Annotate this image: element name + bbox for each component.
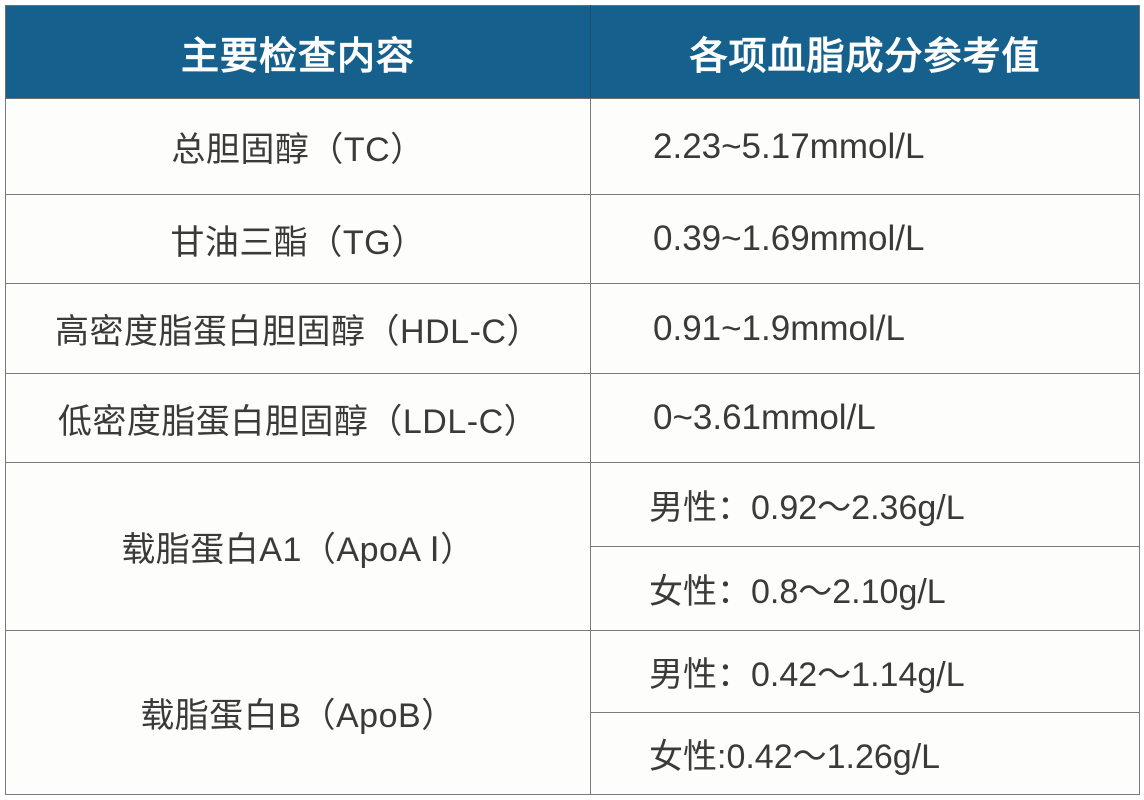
table-header: 主要检查内容 各项血脂成分参考值 [5,5,1140,99]
cell-item-name: 低密度脂蛋白胆固醇（LDL-C） [5,373,591,464]
header-cell-examination-item: 主要检查内容 [5,5,591,99]
cell-item-name: 甘油三酯（TG） [5,194,591,285]
table-row: 甘油三酯（TG） 0.39~1.69mmol/L [5,194,1140,285]
table-row: 低密度脂蛋白胆固醇（LDL-C） 0~3.61mmol/L [5,373,1140,464]
cell-reference-value-female: 女性：0.8～2.10g/L [590,546,1140,632]
blood-lipid-reference-table: 主要检查内容 各项血脂成分参考值 总胆固醇（TC） 2.23~5.17mmol/… [5,5,1140,795]
cell-item-name: 载脂蛋白A1（ApoA Ⅰ） [5,462,591,632]
cell-reference-value: 0.91~1.9mmol/L [590,283,1140,375]
cell-reference-value-male: 男性：0.92～2.36g/L [590,462,1140,548]
cell-item-name: 高密度脂蛋白胆固醇（HDL-C） [5,283,591,375]
cell-reference-value-male: 男性：0.42～1.14g/L [590,630,1140,714]
header-cell-reference-value: 各项血脂成分参考值 [590,5,1140,99]
table-row: 女性：0.8～2.10g/L [6,546,1140,632]
table-body: 总胆固醇（TC） 2.23~5.17mmol/L 甘油三酯（TG） 0.39~1… [5,97,1140,795]
cell-item-name: 载脂蛋白B（ApoB） [5,630,591,795]
table-row: 高密度脂蛋白胆固醇（HDL-C） 0.91~1.9mmol/L [5,283,1140,375]
cell-reference-value: 2.23~5.17mmol/L [590,97,1140,196]
cell-reference-value: 0~3.61mmol/L [590,373,1140,464]
table-row: 总胆固醇（TC） 2.23~5.17mmol/L [5,97,1140,196]
table-row: 载脂蛋白B（ApoB） 男性：0.42～1.14g/L [5,630,1140,795]
table-row: 女性:0.42～1.26g/L [6,712,1140,795]
cell-item-name: 总胆固醇（TC） [5,97,591,196]
cell-reference-value-female: 女性:0.42～1.26g/L [590,712,1140,795]
cell-reference-value: 0.39~1.69mmol/L [590,194,1140,285]
header-row: 主要检查内容 各项血脂成分参考值 [5,5,1140,99]
table-row: 载脂蛋白A1（ApoA Ⅰ） 男性：0.92～2.36g/L [5,462,1140,632]
